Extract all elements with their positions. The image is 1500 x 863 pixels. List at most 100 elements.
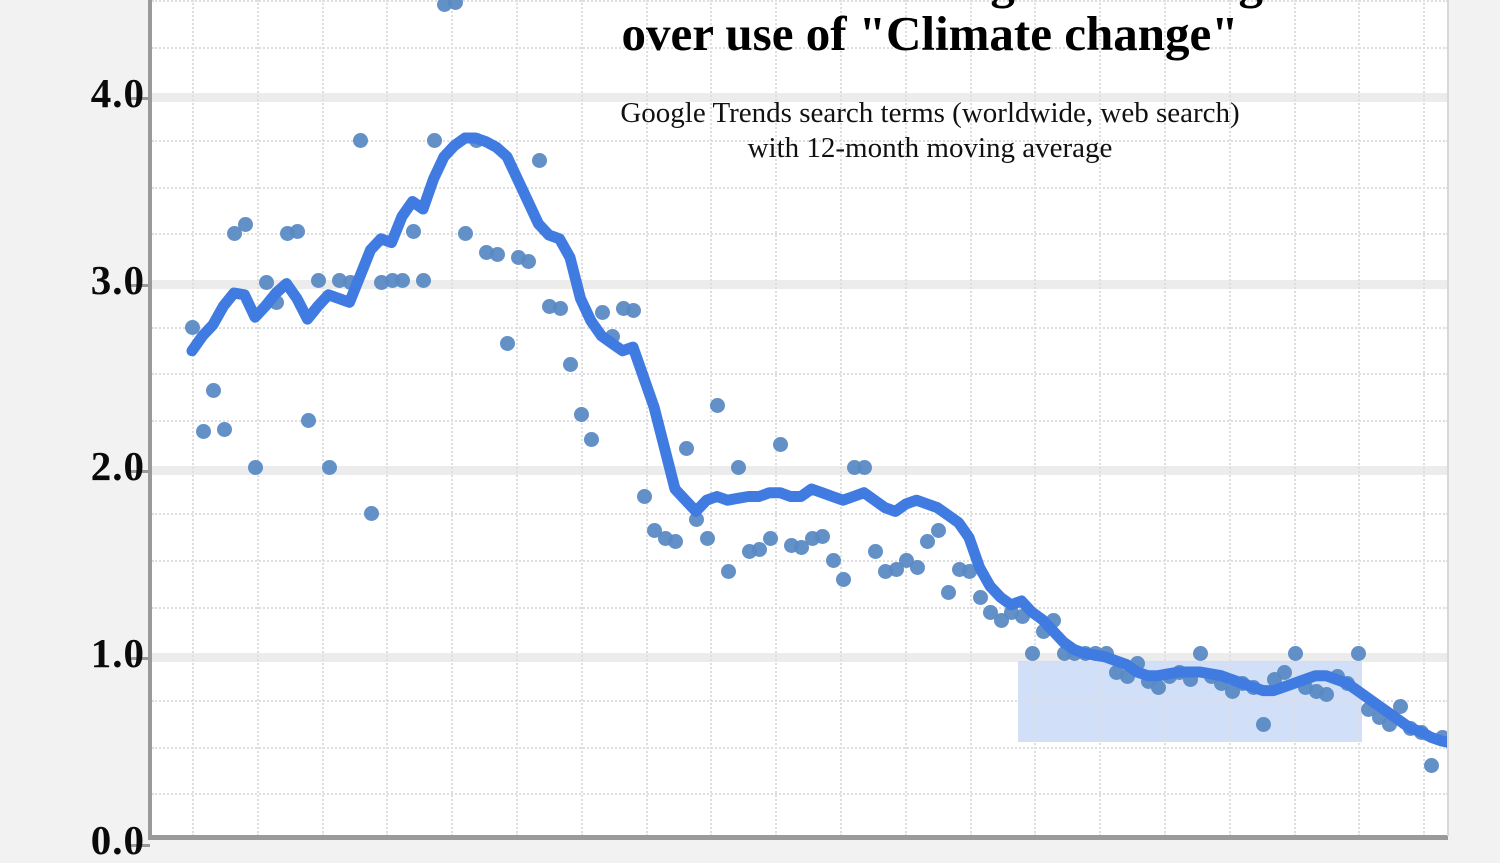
- scatter-point: [1350, 646, 1366, 662]
- scatter-point: [762, 530, 778, 546]
- vertical-gridline: [516, 0, 518, 836]
- horizontal-gridline: [152, 606, 1448, 609]
- scatter-point: [720, 564, 736, 580]
- vertical-gridline: [321, 0, 324, 836]
- vertical-gridline: [645, 0, 648, 836]
- y-axis-spine: [148, 0, 152, 838]
- y-axis-label-1: 1.0: [90, 630, 145, 676]
- scatter-point: [731, 459, 746, 475]
- scatter-point: [1424, 758, 1439, 774]
- plot-right-edge: [1447, 0, 1449, 836]
- scatter-point: [930, 523, 946, 539]
- scatter-point: [531, 153, 547, 169]
- vertical-gridline: [710, 0, 713, 836]
- scatter-point: [290, 224, 305, 240]
- scatter-point: [195, 424, 211, 440]
- scatter-point: [416, 272, 431, 288]
- scatter-point: [867, 543, 883, 559]
- scatter-point: [1193, 646, 1208, 662]
- y-axis-label-2: 2.0: [90, 443, 145, 489]
- scatter-point: [668, 534, 683, 550]
- scatter-point: [405, 224, 421, 240]
- scatter-point: [311, 272, 326, 288]
- scatter-point: [699, 530, 715, 546]
- vertical-gridline: [1228, 0, 1231, 836]
- scatter-point: [500, 336, 515, 352]
- scatter-point: [1392, 698, 1408, 714]
- scatter-point: [363, 506, 379, 522]
- vertical-gridline: [192, 0, 194, 836]
- scatter-point: [909, 560, 925, 576]
- horizontal-gridline: [152, 559, 1448, 562]
- scatter-point: [521, 254, 536, 270]
- scatter-point: [1151, 679, 1166, 695]
- horizontal-gridline: [152, 793, 1448, 796]
- scatter-point: [594, 304, 610, 320]
- scatter-point: [353, 132, 368, 148]
- scatter-point: [426, 132, 442, 148]
- scatter-point: [584, 431, 599, 447]
- major-gridline-1: [152, 653, 1448, 662]
- scatter-point: [794, 539, 809, 555]
- scatter-point: [206, 383, 221, 399]
- horizontal-gridline: [152, 0, 1448, 2]
- y-axis-label-0: 0.0: [90, 817, 145, 863]
- scatter-point: [321, 459, 337, 475]
- horizontal-gridline: [152, 139, 1448, 142]
- vertical-gridline: [1164, 0, 1166, 836]
- horizontal-gridline: [152, 373, 1448, 376]
- horizontal-gridline: [152, 419, 1448, 422]
- horizontal-gridline: [152, 699, 1448, 702]
- major-gridline-2: [152, 466, 1448, 475]
- scatter-point: [888, 562, 904, 578]
- chart-root: 4.0 3.0 2.0 1.0 0.0 The decline of Googl…: [90, 0, 1449, 861]
- scatter-point: [752, 541, 767, 557]
- y-tick-1: [126, 657, 150, 660]
- scatter-point: [857, 459, 872, 475]
- horizontal-gridline: [152, 326, 1448, 329]
- scatter-point: [216, 422, 232, 438]
- y-tick-2: [126, 470, 150, 473]
- major-gridline-4: [152, 93, 1448, 102]
- moving-average-line: [186, 132, 1448, 748]
- scatter-point: [1319, 687, 1334, 703]
- vertical-gridline: [1034, 0, 1037, 836]
- y-axis-label-4: 4.0: [90, 70, 145, 116]
- scatter-point: [258, 274, 274, 290]
- vertical-gridline: [904, 0, 907, 836]
- horizontal-gridline: [152, 233, 1448, 236]
- scatter-point: [962, 564, 977, 580]
- scatter-point: [300, 412, 316, 428]
- vertical-gridline: [969, 0, 972, 836]
- scatter-point: [773, 437, 788, 453]
- scatter-point: [636, 489, 652, 505]
- vertical-gridline: [1099, 0, 1102, 836]
- scatter-point: [458, 226, 473, 242]
- scatter-point: [920, 534, 935, 550]
- scatter-point: [573, 407, 589, 423]
- y-tick-3: [126, 284, 150, 287]
- scatter-point: [1277, 664, 1292, 680]
- scatter-point: [836, 571, 851, 587]
- scatter-point: [941, 584, 956, 600]
- vertical-gridline: [1293, 0, 1296, 836]
- vertical-gridline: [840, 0, 842, 836]
- scatter-point: [1025, 646, 1040, 662]
- scatter-point: [447, 0, 463, 10]
- scatter-point: [395, 272, 410, 288]
- scatter-point: [626, 302, 641, 318]
- horizontal-gridline: [152, 746, 1448, 749]
- y-tick-4: [126, 97, 150, 100]
- scatter-point: [489, 246, 505, 262]
- scatter-point: [972, 590, 988, 606]
- vertical-gridline: [1423, 0, 1426, 836]
- scatter-point: [1287, 646, 1303, 662]
- scatter-point: [237, 216, 253, 232]
- horizontal-gridline: [152, 186, 1448, 189]
- scatter-point: [227, 226, 242, 242]
- scatter-point: [552, 300, 568, 316]
- scatter-point: [248, 459, 263, 475]
- vertical-gridline: [1358, 0, 1361, 836]
- scatter-point: [563, 356, 578, 372]
- vertical-gridline: [775, 0, 778, 836]
